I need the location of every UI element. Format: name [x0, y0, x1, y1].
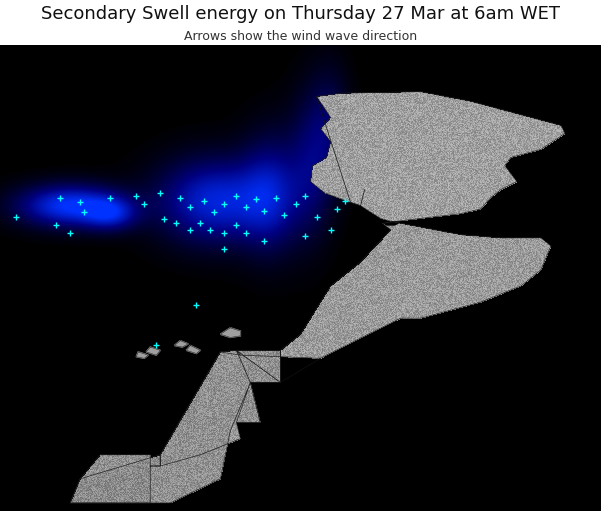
- Polygon shape: [186, 345, 200, 354]
- Polygon shape: [146, 347, 160, 355]
- Polygon shape: [174, 341, 188, 347]
- Polygon shape: [221, 328, 240, 337]
- Polygon shape: [385, 222, 401, 225]
- Text: Arrows show the wind wave direction: Arrows show the wind wave direction: [184, 30, 417, 42]
- Polygon shape: [136, 352, 148, 358]
- Text: Secondary Swell energy on Thursday 27 Mar at 6am WET: Secondary Swell energy on Thursday 27 Ma…: [41, 6, 560, 24]
